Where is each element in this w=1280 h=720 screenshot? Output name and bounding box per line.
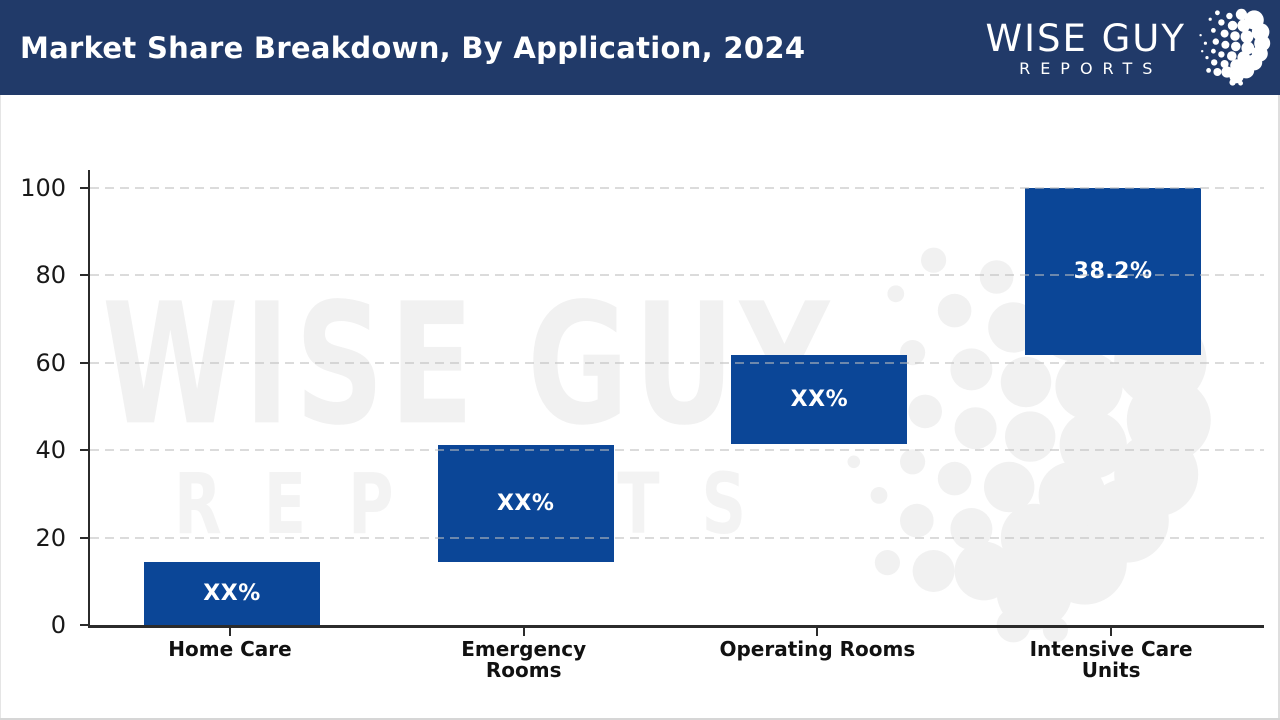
x-label-operating-rooms: Operating Rooms <box>719 637 916 661</box>
bar-home-care: XX% <box>144 562 320 625</box>
bar-value-label: 38.2% <box>1073 258 1153 284</box>
bar-value-label: XX% <box>203 581 261 606</box>
y-tick-mark <box>80 186 89 189</box>
y-tick-label-60: 60 <box>35 348 66 377</box>
y-tick-label-80: 80 <box>35 261 66 289</box>
bar-value-label: XX% <box>496 491 555 517</box>
gridline-80 <box>90 274 1264 276</box>
y-tick-label-40: 40 <box>35 436 66 464</box>
bar-intensive-care-units: 38.2% <box>1025 187 1202 355</box>
gridline-60 <box>90 361 1264 364</box>
y-tick-mark <box>80 361 89 364</box>
gridline-20 <box>90 536 1264 539</box>
y-tick-mark <box>80 624 89 626</box>
x-tick-mark <box>522 628 525 636</box>
y-tick-label-0: 0 <box>50 611 66 639</box>
logo-text-wise-guy: WISE GUY <box>985 16 1186 60</box>
plot-area: XX% XX% XX% 38.2% <box>88 170 1264 628</box>
wiseguy-logo: WISE GUY REPORTS <box>986 4 1272 92</box>
gridline-40 <box>90 449 1264 451</box>
logo-wordmark: WISE GUY REPORTS <box>986 20 1186 77</box>
logo-text-reports: REPORTS <box>1019 58 1163 78</box>
bar-operating-rooms: XX% <box>731 354 908 444</box>
x-label-emergency-rooms: Emergency Rooms <box>461 637 587 682</box>
watermark-line1: WISE GUY <box>102 268 835 463</box>
wiseguy-head-icon <box>1199 8 1271 86</box>
x-tick-mark <box>816 628 819 636</box>
gridline-100 <box>90 186 1264 189</box>
y-tick-mark <box>80 536 89 539</box>
x-label-intensive-care-units: Intensive Care Units <box>1029 637 1193 682</box>
bar-emergency-rooms: XX% <box>437 445 614 562</box>
bar-value-label: XX% <box>790 386 849 412</box>
y-tick-mark <box>80 449 89 451</box>
y-tick-mark <box>80 274 89 276</box>
x-tick-mark <box>229 628 231 636</box>
x-label-home-care: Home Care <box>168 637 292 661</box>
y-tick-label-100: 100 <box>20 173 66 202</box>
x-tick-mark <box>1110 628 1113 636</box>
header-band: Market Share Breakdown, By Application, … <box>0 0 1280 95</box>
chart-title: Market Share Breakdown, By Application, … <box>20 30 806 65</box>
y-tick-label-20: 20 <box>35 523 66 552</box>
